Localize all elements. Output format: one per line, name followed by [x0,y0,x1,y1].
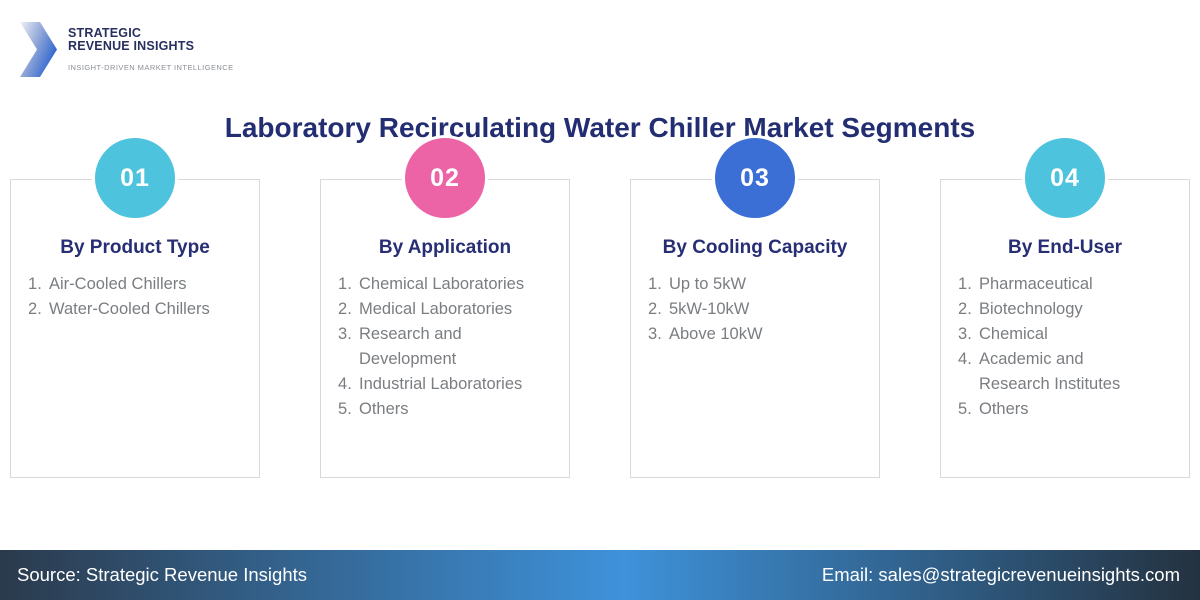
list-item-text: Research and Development [359,325,462,368]
list-item-text: 5kW-10kW [669,300,750,318]
card-body: By Product Type Air-Cooled Chillers Wate… [10,179,260,478]
list-item-text: Above 10kW [669,325,763,343]
brand-tagline: INSIGHT-DRIVEN MARKET INTELLIGENCE [68,63,234,72]
page-title: Laboratory Recirculating Water Chiller M… [224,111,976,143]
list-item-text: Medical Laboratories [359,300,513,318]
list-item-text: Others [359,400,409,418]
brand-text: STRATEGIC REVENUE INSIGHTS INSIGHT-DRIVE… [68,22,234,77]
list-item: Others [338,397,559,422]
list-item: Medical Laboratories [338,297,559,322]
segment-card-product-type: 01 By Product Type Air-Cooled Chillers W… [10,135,260,478]
list-item: Chemical Laboratories [338,272,559,297]
card-number-badge: 04 [1022,135,1108,221]
brand-logo: STRATEGIC REVENUE INSIGHTS INSIGHT-DRIVE… [20,22,234,77]
segment-list: Up to 5kW 5kW-10kW Above 10kW [648,272,869,347]
chevron-logo-icon [20,22,57,77]
list-item-text: Water-Cooled Chillers [49,300,210,318]
footer-bar: Source: Strategic Revenue Insights Email… [0,550,1200,600]
segment-list: Air-Cooled Chillers Water-Cooled Chiller… [28,272,249,322]
card-number-badge: 03 [712,135,798,221]
email-text: Email: sales@strategicrevenueinsights.co… [821,564,1180,585]
brand-name-line1: STRATEGIC [68,26,142,40]
list-item: Biotechnology [958,297,1179,322]
list-item-text: Pharmaceutical [979,275,1093,293]
brand-name-line2: REVENUE INSIGHTS [68,39,195,53]
list-item: Academic and Research Institutes [958,347,1179,397]
card-title: By Application [378,237,512,258]
list-item: Above 10kW [648,322,869,347]
list-item-text: Air-Cooled Chillers [49,275,187,293]
list-item-text: Others [979,400,1029,418]
list-item: 5kW-10kW [648,297,869,322]
list-item: Pharmaceutical [958,272,1179,297]
list-item: Others [958,397,1179,422]
card-body: By Application Chemical Laboratories Med… [320,179,570,478]
list-item: Research and Development [338,322,559,372]
segment-list: Chemical Laboratories Medical Laboratori… [338,272,559,422]
list-item-text: Biotechnology [979,300,1083,318]
card-body: By End-User Pharmaceutical Biotechnology… [940,179,1190,478]
card-number-badge: 02 [402,135,488,221]
list-item-text: Up to 5kW [669,275,747,293]
segment-list: Pharmaceutical Biotechnology Chemical Ac… [958,272,1179,422]
list-item: Industrial Laboratories [338,372,559,397]
card-body: By Cooling Capacity Up to 5kW 5kW-10kW A… [630,179,880,478]
list-item: Water-Cooled Chillers [28,297,249,322]
source-text: Source: Strategic Revenue Insights [17,564,307,585]
list-item: Up to 5kW [648,272,869,297]
card-title: By Cooling Capacity [662,237,848,258]
list-item-text: Chemical Laboratories [359,275,525,293]
segment-card-end-user: 04 By End-User Pharmaceutical Biotechnol… [940,135,1190,478]
list-item-text: Industrial Laboratories [359,375,523,393]
list-item-text: Academic and Research Institutes [979,350,1121,393]
card-title: By End-User [1007,237,1123,258]
list-item: Air-Cooled Chillers [28,272,249,297]
segment-cards-section: 01 By Product Type Air-Cooled Chillers W… [10,135,1190,478]
list-item: Chemical [958,322,1179,347]
segment-card-application: 02 By Application Chemical Laboratories … [320,135,570,478]
segment-card-cooling-capacity: 03 By Cooling Capacity Up to 5kW 5kW-10k… [630,135,880,478]
list-item-text: Chemical [979,325,1048,343]
card-title: By Product Type [60,237,210,258]
card-number-badge: 01 [92,135,178,221]
